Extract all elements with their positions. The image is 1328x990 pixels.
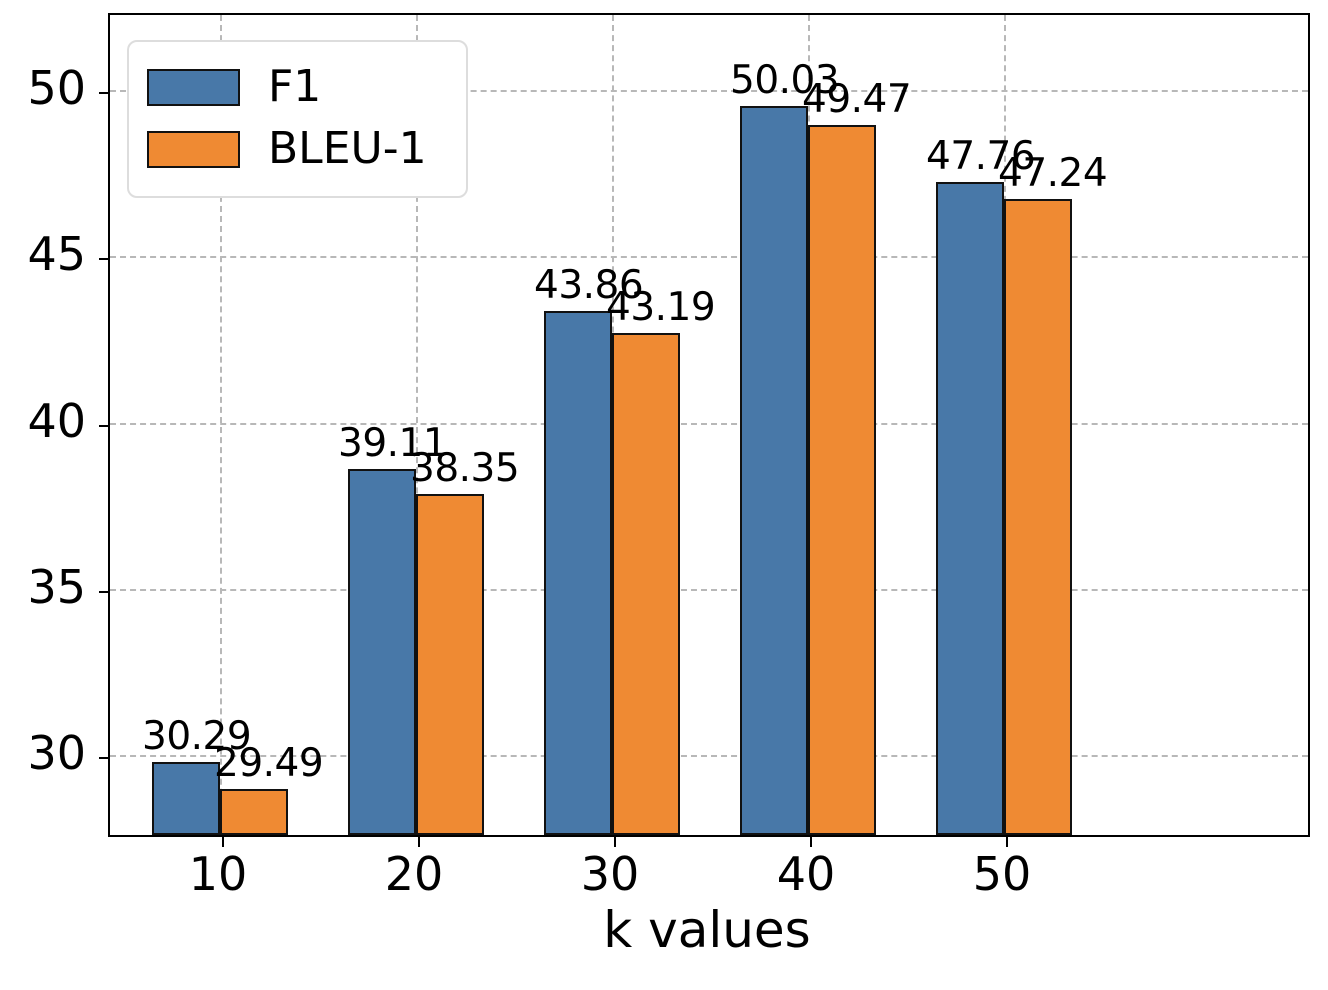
bar-value-label-bleu-k10: 29.49 bbox=[214, 741, 324, 786]
bar-value-label-bleu-k30: 43.19 bbox=[606, 285, 716, 330]
x-tick-label: 40 bbox=[776, 847, 836, 901]
x-axis-title-text: k values bbox=[603, 901, 811, 959]
y-tick-mark bbox=[99, 92, 110, 94]
gridline-horizontal-40 bbox=[99, 423, 1308, 427]
bar-f1-k10[interactable] bbox=[152, 762, 220, 835]
bar-bleu-k30[interactable] bbox=[612, 333, 680, 835]
y-tick-label: 40 bbox=[27, 394, 86, 448]
legend-swatch-f1-icon bbox=[147, 68, 240, 106]
y-tick-mark bbox=[99, 757, 110, 759]
y-tick-label: 50 bbox=[27, 61, 86, 115]
y-tick-mark bbox=[99, 425, 110, 427]
bar-bleu-k50[interactable] bbox=[1004, 199, 1072, 835]
bar-value-label-f1-k20: 39.11 bbox=[338, 421, 448, 466]
bar-bleu-k10[interactable] bbox=[220, 789, 288, 835]
bar-value-label-f1-k50: 47.76 bbox=[926, 134, 1036, 179]
x-tick-mark bbox=[1006, 835, 1008, 847]
x-tick-label: 10 bbox=[188, 847, 248, 901]
bar-f1-k40[interactable] bbox=[740, 106, 808, 835]
bar-f1-k20[interactable] bbox=[348, 469, 416, 835]
legend-swatch-bleu-1-icon bbox=[147, 130, 240, 168]
bar-f1-k30[interactable] bbox=[544, 311, 612, 835]
x-tick-mark bbox=[810, 835, 812, 847]
bar-value-label-f1-k40: 50.03 bbox=[730, 58, 840, 103]
bar-bleu-k20[interactable] bbox=[416, 494, 484, 835]
gridline-horizontal-35 bbox=[99, 589, 1308, 593]
y-tick-mark bbox=[99, 591, 110, 593]
gridline-horizontal-45 bbox=[99, 256, 1308, 260]
y-tick-label: 30 bbox=[27, 726, 86, 780]
x-axis-title: k values bbox=[0, 905, 1328, 955]
bar-value-label-bleu-k20: 38.35 bbox=[410, 446, 520, 491]
y-tick-label: 45 bbox=[27, 227, 86, 281]
x-tick-label: 50 bbox=[972, 847, 1032, 901]
legend-label-bleu-1: BLEU-1 bbox=[268, 123, 427, 174]
legend-item-bleu-1[interactable]: BLEU-1 bbox=[147, 118, 448, 180]
x-tick-label: 20 bbox=[384, 847, 444, 901]
legend-item-f1[interactable]: F1 bbox=[147, 56, 448, 118]
y-axis-tick-labels: 50 45 40 35 30 bbox=[0, 13, 96, 837]
x-axis-tick-labels: 10 20 30 40 50 bbox=[108, 851, 1310, 911]
bar-value-label-bleu-k50: 47.24 bbox=[998, 151, 1108, 196]
x-tick-label: 30 bbox=[580, 847, 640, 901]
bar-f1-k50[interactable] bbox=[936, 182, 1004, 835]
x-tick-mark bbox=[418, 835, 420, 847]
plot-area: 30.29 29.49 39.11 38.35 43.86 43.19 50.0… bbox=[99, 13, 1310, 847]
bar-bleu-k40[interactable] bbox=[808, 125, 876, 835]
legend: F1 BLEU-1 bbox=[127, 40, 468, 198]
bar-value-label-f1-k30: 43.86 bbox=[534, 263, 644, 308]
x-tick-mark bbox=[222, 835, 224, 847]
y-tick-mark bbox=[99, 258, 110, 260]
legend-label-f1: F1 bbox=[268, 61, 322, 112]
y-tick-label: 35 bbox=[27, 560, 86, 614]
bar-value-label-f1-k10: 30.29 bbox=[142, 714, 252, 759]
x-tick-mark bbox=[614, 835, 616, 847]
bar-value-label-bleu-k40: 49.47 bbox=[802, 77, 912, 122]
